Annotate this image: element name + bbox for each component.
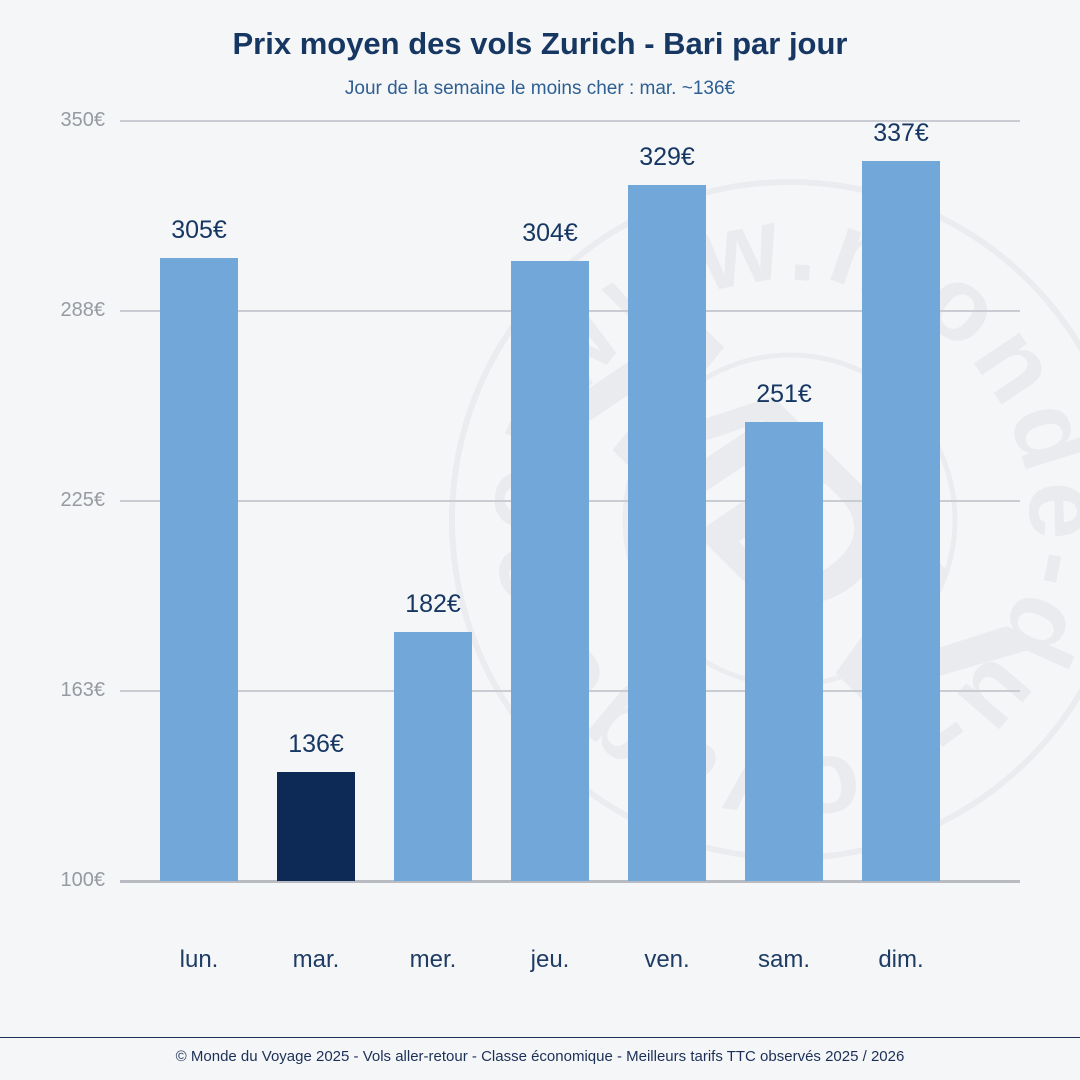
y-axis-label: 163€ bbox=[60, 679, 106, 701]
bar-ven bbox=[628, 184, 706, 881]
y-axis-label: 100€ bbox=[60, 869, 106, 891]
x-axis-label: jeu. bbox=[530, 946, 570, 973]
x-axis-label: mer. bbox=[409, 946, 457, 973]
bar-value-label: 304€ bbox=[522, 218, 578, 247]
chart-title: Prix moyen des vols Zurich - Bari par jo… bbox=[232, 26, 848, 61]
bar-lun bbox=[160, 257, 238, 881]
bar-mar bbox=[277, 771, 355, 881]
x-axis-label: dim. bbox=[878, 946, 924, 973]
x-axis-label: sam. bbox=[757, 946, 810, 973]
gridline bbox=[120, 880, 1020, 883]
x-axis-label: ven. bbox=[644, 946, 690, 973]
bar-jeu bbox=[511, 260, 589, 881]
bar-value-label: 251€ bbox=[756, 379, 812, 408]
gridline bbox=[120, 120, 1020, 122]
bar-value-label: 182€ bbox=[405, 589, 461, 618]
footer-text: © Monde du Voyage 2025 - Vols aller-reto… bbox=[175, 1048, 905, 1065]
bar-value-label: 329€ bbox=[639, 142, 695, 171]
bar-sam bbox=[745, 421, 823, 881]
x-axis-label: lun. bbox=[179, 946, 219, 973]
y-axis-label: 225€ bbox=[60, 489, 106, 511]
y-axis-label: 288€ bbox=[60, 299, 106, 321]
bar-value-label: 337€ bbox=[873, 118, 929, 147]
bar-mer bbox=[394, 631, 472, 881]
footer-divider bbox=[0, 1037, 1080, 1038]
bar-value-label: 305€ bbox=[171, 215, 227, 244]
chart-subtitle: Jour de la semaine le moins cher : mar. … bbox=[344, 78, 736, 99]
x-axis-label: mar. bbox=[292, 946, 340, 973]
y-axis-label: 350€ bbox=[60, 109, 106, 131]
bar-value-label: 136€ bbox=[288, 729, 344, 758]
bar-dim bbox=[862, 160, 940, 881]
